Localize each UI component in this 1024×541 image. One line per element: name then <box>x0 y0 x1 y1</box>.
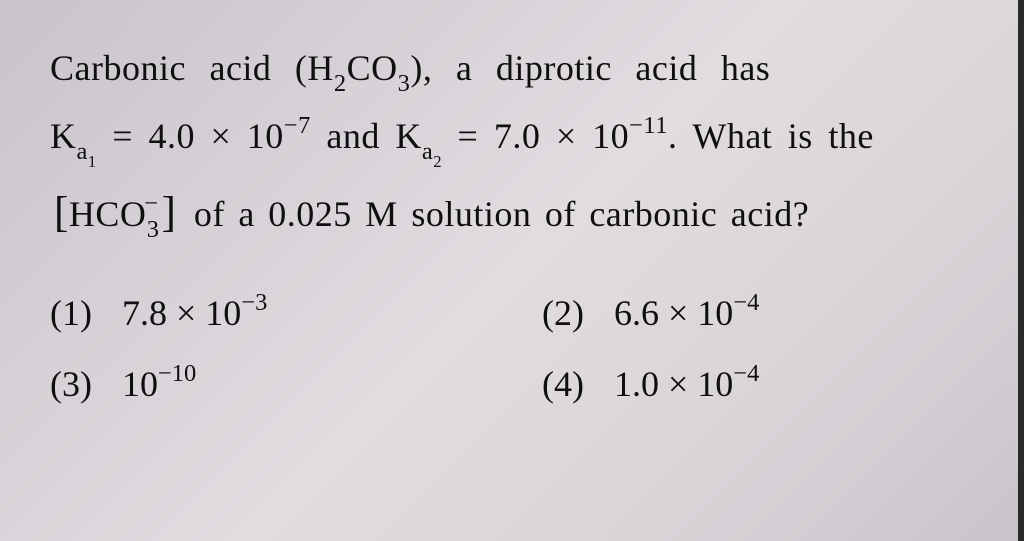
option-2-number: (2) <box>542 292 596 334</box>
ka2-symbol: Ka2 <box>395 116 442 156</box>
option-4-value: 1.0 × 10−4 <box>614 362 759 405</box>
option-4-number: (4) <box>542 363 596 405</box>
ka2-value: = 7.0 × 10−11 <box>442 116 668 156</box>
text-and: and <box>311 116 395 156</box>
hco3-bracket-expr: [HCO−3] <box>50 173 180 253</box>
text-diprotic: a diprotic acid has <box>432 48 770 88</box>
question-line-3: [HCO−3] of a 0.025 M solution of carboni… <box>50 173 974 253</box>
option-1: (1) 7.8 × 10−3 <box>50 291 482 334</box>
text-carbonic-acid: Carbonic acid <box>50 48 295 88</box>
option-3: (3) 10−10 <box>50 362 482 405</box>
option-2-value: 6.6 × 10−4 <box>614 291 759 334</box>
text-solution-of: of a 0.025 M solution of carbonic acid? <box>180 194 809 234</box>
option-4: (4) 1.0 × 10−4 <box>542 362 974 405</box>
ka1-symbol: Ka1 <box>50 116 97 156</box>
option-3-number: (3) <box>50 363 104 405</box>
question-block: Carbonic acid (H2CO3), a diprotic acid h… <box>50 35 974 253</box>
option-1-number: (1) <box>50 292 104 334</box>
chem-formula-h2co3: (H2CO3), <box>295 48 432 88</box>
option-1-value: 7.8 × 10−3 <box>122 291 267 334</box>
option-3-value: 10−10 <box>122 362 196 405</box>
text-what-is: . What is the <box>668 116 874 156</box>
question-line-2: Ka1 = 4.0 × 10−7 and Ka2 = 7.0 × 10−11. … <box>50 103 974 173</box>
ka1-value: = 4.0 × 10−7 <box>97 116 311 156</box>
option-2: (2) 6.6 × 10−4 <box>542 291 974 334</box>
question-line-1: Carbonic acid (H2CO3), a diprotic acid h… <box>50 35 974 103</box>
options-grid: (1) 7.8 × 10−3 (2) 6.6 × 10−4 (3) 10−10 … <box>50 291 974 405</box>
